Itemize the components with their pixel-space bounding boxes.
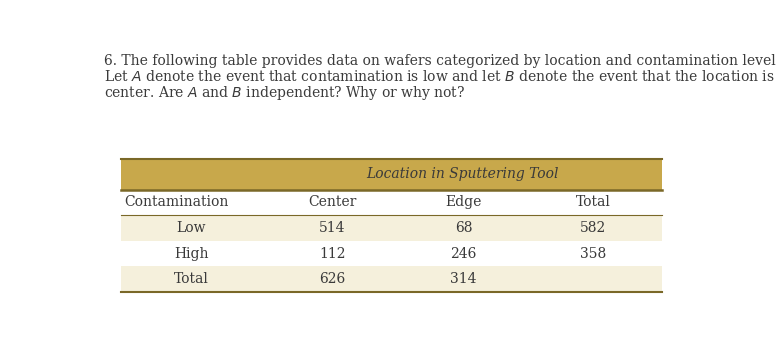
Bar (121, 215, 662, 241)
Text: High: High (174, 246, 209, 260)
Bar (121, 241, 662, 266)
Text: Center: Center (308, 195, 356, 209)
Text: Total: Total (576, 195, 611, 209)
Text: 514: 514 (319, 221, 345, 235)
Text: Contamination: Contamination (124, 195, 228, 209)
Text: 582: 582 (580, 221, 606, 235)
Text: 112: 112 (319, 246, 345, 260)
Bar (121, 266, 662, 292)
Text: Low: Low (177, 221, 206, 235)
Text: 6. The following table provides data on wafers categorized by location and conta: 6. The following table provides data on … (104, 54, 776, 68)
Text: center. Are $A$ and $B$ independent? Why or why not?: center. Are $A$ and $B$ independent? Why… (104, 83, 466, 102)
Text: 68: 68 (455, 221, 472, 235)
Text: Location in Sputtering Tool: Location in Sputtering Tool (365, 167, 558, 181)
Bar (121, 190, 662, 215)
Text: Let $A$ denote the event that contamination is low and let $B$ denote the event : Let $A$ denote the event that contaminat… (104, 69, 775, 84)
Text: Edge: Edge (445, 195, 482, 209)
Text: 626: 626 (319, 272, 345, 286)
Text: 358: 358 (580, 246, 606, 260)
Text: Total: Total (174, 272, 209, 286)
Text: 246: 246 (450, 246, 476, 260)
Text: 314: 314 (450, 272, 476, 286)
